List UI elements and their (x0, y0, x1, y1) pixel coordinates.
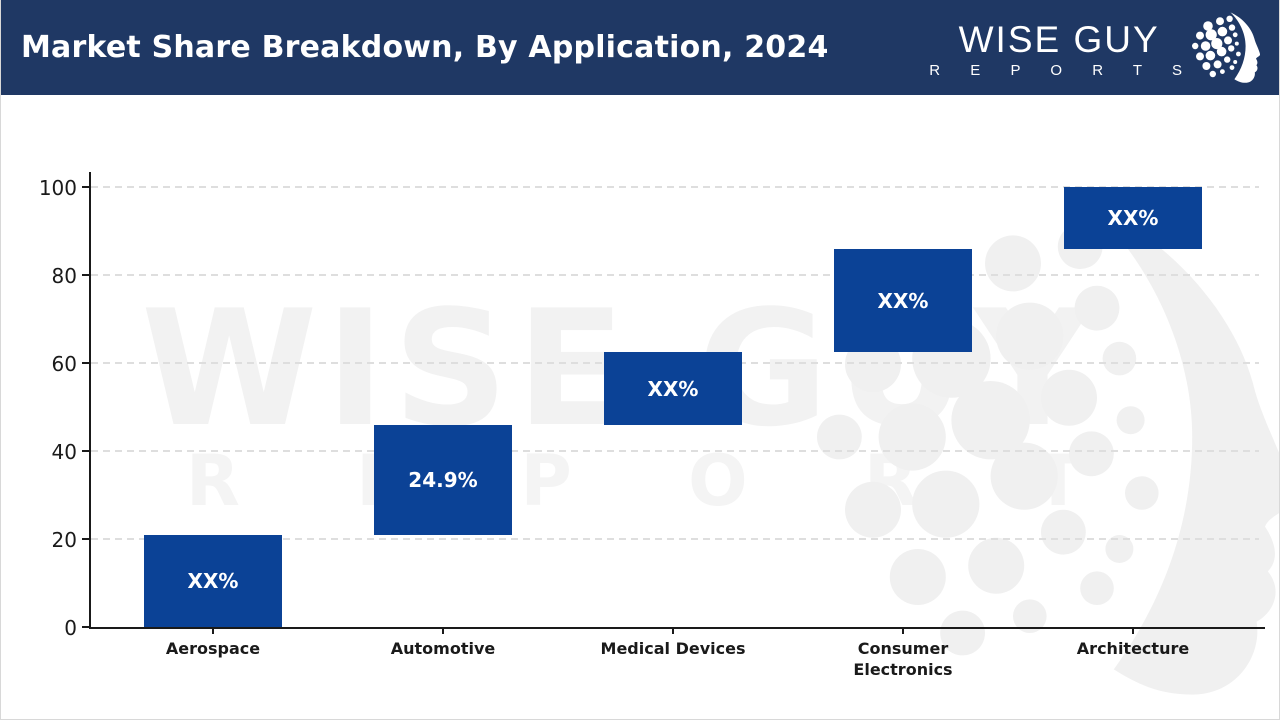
y-tick-label: 20 (51, 528, 77, 552)
bar: XX% (144, 534, 282, 627)
x-tick (902, 627, 904, 634)
bar-value-label: XX% (187, 568, 239, 593)
y-gridline (91, 450, 1259, 452)
x-category-label: Medical Devices (600, 639, 746, 658)
x-category-label: Consumer Electronics (853, 639, 953, 679)
bar: XX% (1064, 187, 1202, 249)
brand-subtitle: R E P O R T S (929, 61, 1195, 79)
y-tick-label: 80 (51, 264, 77, 288)
y-tick-label: 100 (38, 176, 77, 200)
y-tick (82, 538, 89, 540)
y-gridline (91, 186, 1259, 188)
bar: 24.9% (374, 425, 512, 535)
brand-logo: WISE GUY R E P O R T S (923, 10, 1267, 90)
y-tick-label: 60 (51, 352, 77, 376)
bar-value-label: 24.9% (408, 467, 478, 492)
y-tick (82, 274, 89, 276)
x-tick (212, 627, 214, 634)
y-gridline (91, 274, 1259, 276)
chart-area: WISE GUY R E P O R T S 020406080100XX%Ae… (1, 95, 1279, 719)
bar: XX% (834, 248, 972, 353)
y-tick (82, 186, 89, 188)
bar-value-label: XX% (1107, 205, 1159, 230)
bar: XX% (604, 352, 742, 426)
plot: 0 20 40 60 80 100 XX% Aerospace 24.9% Automotive X… (39, 172, 1265, 679)
x-category-label: Architecture (1076, 639, 1190, 658)
brand-face-icon (1192, 12, 1261, 83)
bar-value-label: XX% (877, 288, 929, 313)
brand-text: WISE GUY R E P O R T S (923, 19, 1195, 79)
y-tick (82, 450, 89, 452)
y-tick-label: 40 (51, 440, 77, 464)
y-tick (82, 362, 89, 364)
x-tick (1132, 627, 1134, 634)
brand-name: WISE GUY (958, 19, 1160, 61)
x-category-label: Aerospace (165, 639, 261, 658)
header: Market Share Breakdown, By Application, … (1, 0, 1279, 95)
y-tick-label: 0 (64, 616, 77, 640)
x-category-label: Automotive (390, 639, 496, 658)
y-tick (82, 626, 89, 628)
x-tick (672, 627, 674, 634)
y-gridline (91, 538, 1259, 540)
x-tick (442, 627, 444, 634)
chart-title: Market Share Breakdown, By Application, … (21, 30, 829, 65)
bar-value-label: XX% (647, 376, 699, 401)
